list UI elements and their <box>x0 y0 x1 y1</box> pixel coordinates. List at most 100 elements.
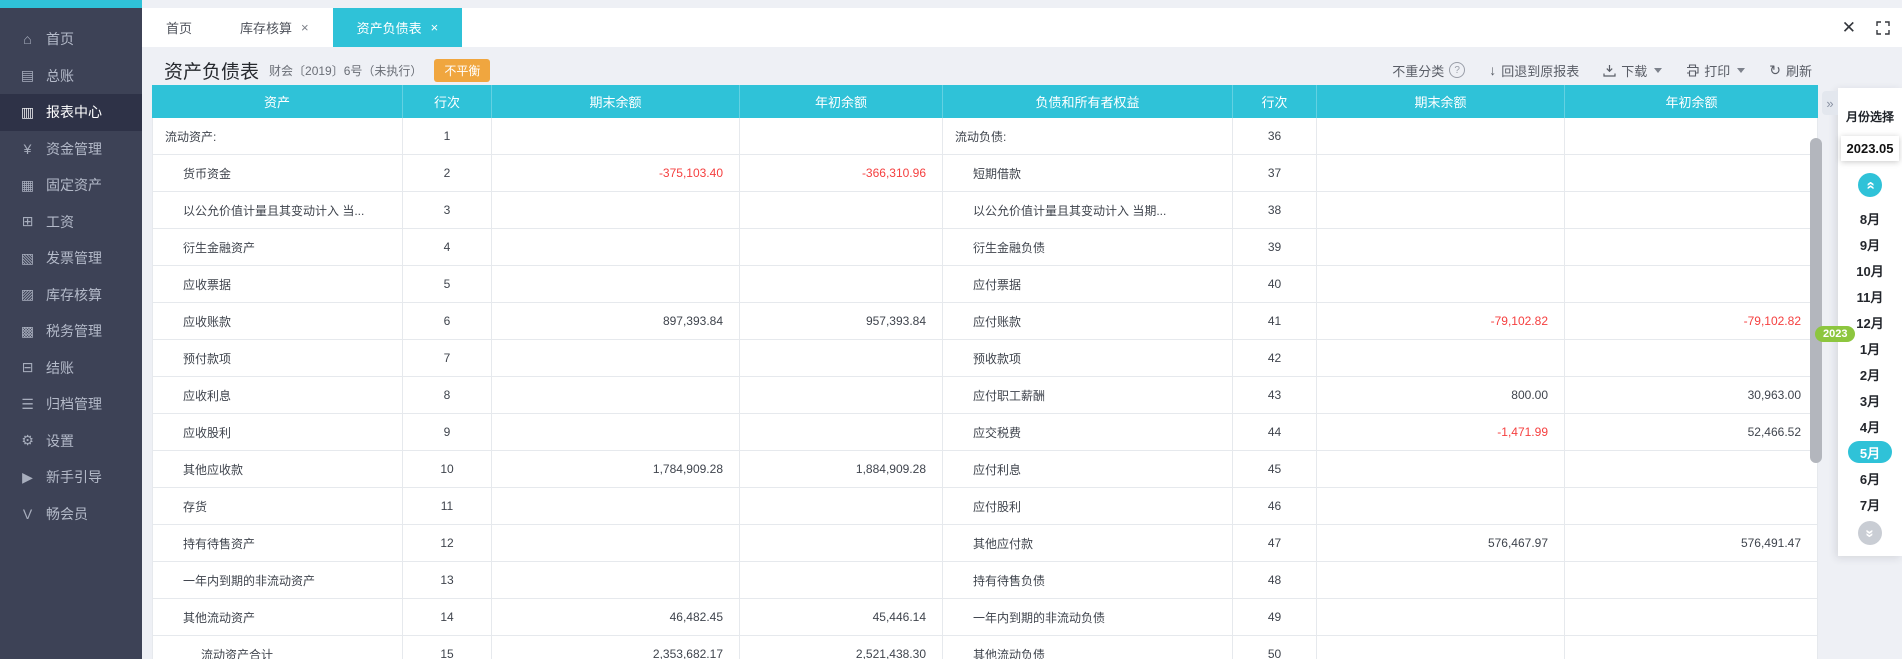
vertical-scrollbar-thumb[interactable] <box>1810 138 1822 463</box>
liability-opening-balance-cell <box>1565 451 1818 488</box>
liability-opening-balance-cell: 576,491.47 <box>1565 525 1818 562</box>
fullscreen-icon[interactable] <box>1876 20 1890 35</box>
tab-close-icon[interactable]: × <box>301 20 309 35</box>
sidebar-item-label: 库存核算 <box>46 286 102 303</box>
asset-ending-balance-cell: -375,103.40 <box>492 155 740 192</box>
sidebar-item-invoice[interactable]: ▧ 发票管理 <box>0 240 142 277</box>
liability-opening-balance-cell <box>1565 118 1818 155</box>
col-header-liability-equity: 负债和所有者权益 <box>943 85 1233 118</box>
sidebar-item-closing[interactable]: ⊟ 结账 <box>0 350 142 387</box>
table-row[interactable]: 货币资金 2 -375,103.40 -366,310.96 短期借款 37 <box>152 155 1818 192</box>
warehouse-icon: ▨ <box>20 286 35 303</box>
liability-line-no-cell: 37 <box>1233 155 1317 192</box>
sidebar-item-archive[interactable]: ☰ 归档管理 <box>0 386 142 423</box>
asset-name-cell: 流动资产合计 <box>152 636 403 659</box>
sidebar-item-funds[interactable]: ¥ 资金管理 <box>0 131 142 168</box>
table-row[interactable]: 其他应收款 10 1,784,909.28 1,884,909.28 应付利息 … <box>152 451 1818 488</box>
help-icon[interactable]: ? <box>1449 62 1466 78</box>
table-row[interactable]: 存货 11 应付股利 46 <box>152 488 1818 525</box>
refresh-button[interactable]: ↻ 刷新 <box>1769 62 1812 79</box>
table-row[interactable]: 其他流动资产 14 46,482.45 45,446.14 一年内到期的非流动负… <box>152 599 1818 636</box>
month-item[interactable]: 8月 <box>1859 211 1881 227</box>
download-button[interactable]: 下载 <box>1603 61 1663 80</box>
month-item[interactable]: 10月 <box>1856 263 1884 279</box>
sidebar-item-label: 固定资产 <box>46 177 102 194</box>
tab-home[interactable]: 首页 <box>142 8 216 47</box>
sidebar-item-label: 畅会员 <box>46 505 88 522</box>
table-row[interactable]: 衍生金融资产 4 衍生金融负债 39 <box>152 229 1818 266</box>
scroll-months-down-button[interactable]: » <box>1858 521 1882 545</box>
liability-ending-balance-cell <box>1317 118 1565 155</box>
table-row[interactable]: 应收票据 5 应付票据 40 <box>152 266 1818 303</box>
month-item[interactable]: 12月 <box>1856 315 1884 331</box>
table-row[interactable]: 一年内到期的非流动资产 13 持有待售负债 48 <box>152 562 1818 599</box>
month-panel-title: 月份选择 <box>1845 110 1894 124</box>
table-row[interactable]: 应收股利 9 应交税费 44 -1,471.99 52,466.52 <box>152 414 1818 451</box>
asset-line-no-cell: 4 <box>403 229 492 266</box>
asset-ending-balance-cell <box>492 229 740 266</box>
month-item[interactable]: 6月 <box>1859 471 1881 487</box>
no-reclassify-toggle[interactable]: 不重分类 ? <box>1392 61 1466 80</box>
month-item[interactable]: 11月 <box>1856 289 1884 305</box>
liability-ending-balance-cell <box>1317 266 1565 303</box>
balance-sheet-table: 资产 行次 期末余额 年初余额 负债和所有者权益 行次 期末余额 年初余额 流动… <box>152 85 1818 659</box>
current-period-value[interactable]: 2023.05 <box>1841 136 1899 161</box>
asset-opening-balance-cell: 2,521,438.30 <box>740 636 943 659</box>
liability-line-no-cell: 49 <box>1233 599 1317 636</box>
month-item[interactable]: 3月 <box>1859 393 1881 409</box>
sidebar-item-home[interactable]: ⌂ 首页 <box>0 21 142 58</box>
scroll-months-up-button[interactable]: » <box>1858 173 1882 197</box>
month-item[interactable]: 4月 <box>1859 419 1881 435</box>
sidebar-item-label: 结账 <box>46 359 74 376</box>
sidebar-item-general-ledger[interactable]: ▤ 总账 <box>0 58 142 95</box>
table-row[interactable]: 流动资产合计 15 2,353,682.17 2,521,438.30 其他流动… <box>152 636 1818 659</box>
table-row[interactable]: 预付款项 7 预收款项 42 <box>152 340 1818 377</box>
liability-ending-balance-cell <box>1317 192 1565 229</box>
asset-ending-balance-cell <box>492 377 740 414</box>
liability-opening-balance-cell <box>1565 155 1818 192</box>
tab-bar: 首页 库存核算 × 资产负债表 × ✕ <box>142 8 1902 47</box>
sidebar-item-label: 首页 <box>46 31 74 48</box>
asset-opening-balance-cell <box>740 414 943 451</box>
sidebar-item-membership[interactable]: V 畅会员 <box>0 496 142 533</box>
sidebar-item-label: 总账 <box>46 67 74 84</box>
asset-name-cell: 应收账款 <box>152 303 403 340</box>
revert-report-button[interactable]: ↓ 回退到原报表 <box>1489 62 1580 79</box>
liability-ending-balance-cell: -1,471.99 <box>1317 414 1565 451</box>
asset-name-cell: 应收股利 <box>152 414 403 451</box>
sidebar-item-fixed-assets[interactable]: ▦ 固定资产 <box>0 167 142 204</box>
liability-opening-balance-cell <box>1565 340 1818 377</box>
sidebar-item-label: 税务管理 <box>46 323 102 340</box>
sidebar-item-guide[interactable]: ▶ 新手引导 <box>0 459 142 496</box>
month-item[interactable]: 9月 <box>1859 237 1881 253</box>
month-item[interactable]: 2月 <box>1859 367 1881 383</box>
liability-opening-balance-cell <box>1565 488 1818 525</box>
tab-inventory[interactable]: 库存核算 × <box>216 8 333 47</box>
asset-ending-balance-cell <box>492 414 740 451</box>
table-row[interactable]: 持有待售资产 12 其他应付款 47 576,467.97 576,491.47 <box>152 525 1818 562</box>
sidebar-item-report-center[interactable]: ▥ 报表中心 <box>0 94 142 131</box>
sidebar-item-inventory[interactable]: ▨ 库存核算 <box>0 277 142 314</box>
sidebar-item-payroll[interactable]: ⊞ 工资 <box>0 204 142 241</box>
collapse-panel-icon[interactable]: » <box>1822 91 1838 115</box>
table-row[interactable]: 应收账款 6 897,393.84 957,393.84 应付账款 41 -79… <box>152 303 1818 340</box>
sidebar-item-tax[interactable]: ▩ 税务管理 <box>0 313 142 350</box>
down-arrow-icon: ↓ <box>1489 62 1497 78</box>
liability-opening-balance-cell <box>1565 192 1818 229</box>
table-row[interactable]: 应收利息 8 应付职工薪酬 43 800.00 30,963.00 <box>152 377 1818 414</box>
sidebar-item-settings[interactable]: ⚙ 设置 <box>0 423 142 460</box>
asset-opening-balance-cell <box>740 229 943 266</box>
asset-ending-balance-cell <box>492 266 740 303</box>
tab-close-icon[interactable]: × <box>430 20 439 35</box>
table-row[interactable]: 以公允价值计量且其变动计入 当... 3 以公允价值计量且其变动计入 当期...… <box>152 192 1818 229</box>
month-item[interactable]: 7月 <box>1859 497 1881 513</box>
print-button[interactable]: 打印 <box>1686 61 1746 80</box>
table-row[interactable]: 流动资产: 1 流动负债: 36 <box>152 118 1818 155</box>
asset-line-no-cell: 3 <box>403 192 492 229</box>
asset-name-cell: 存货 <box>152 488 403 525</box>
month-item[interactable]: 1月 <box>1859 341 1881 357</box>
asset-ending-balance-cell <box>492 525 740 562</box>
close-icon[interactable]: ✕ <box>1841 18 1856 37</box>
month-item[interactable]: 5月 <box>1848 441 1892 463</box>
tab-balance-sheet[interactable]: 资产负债表 × <box>332 8 463 47</box>
